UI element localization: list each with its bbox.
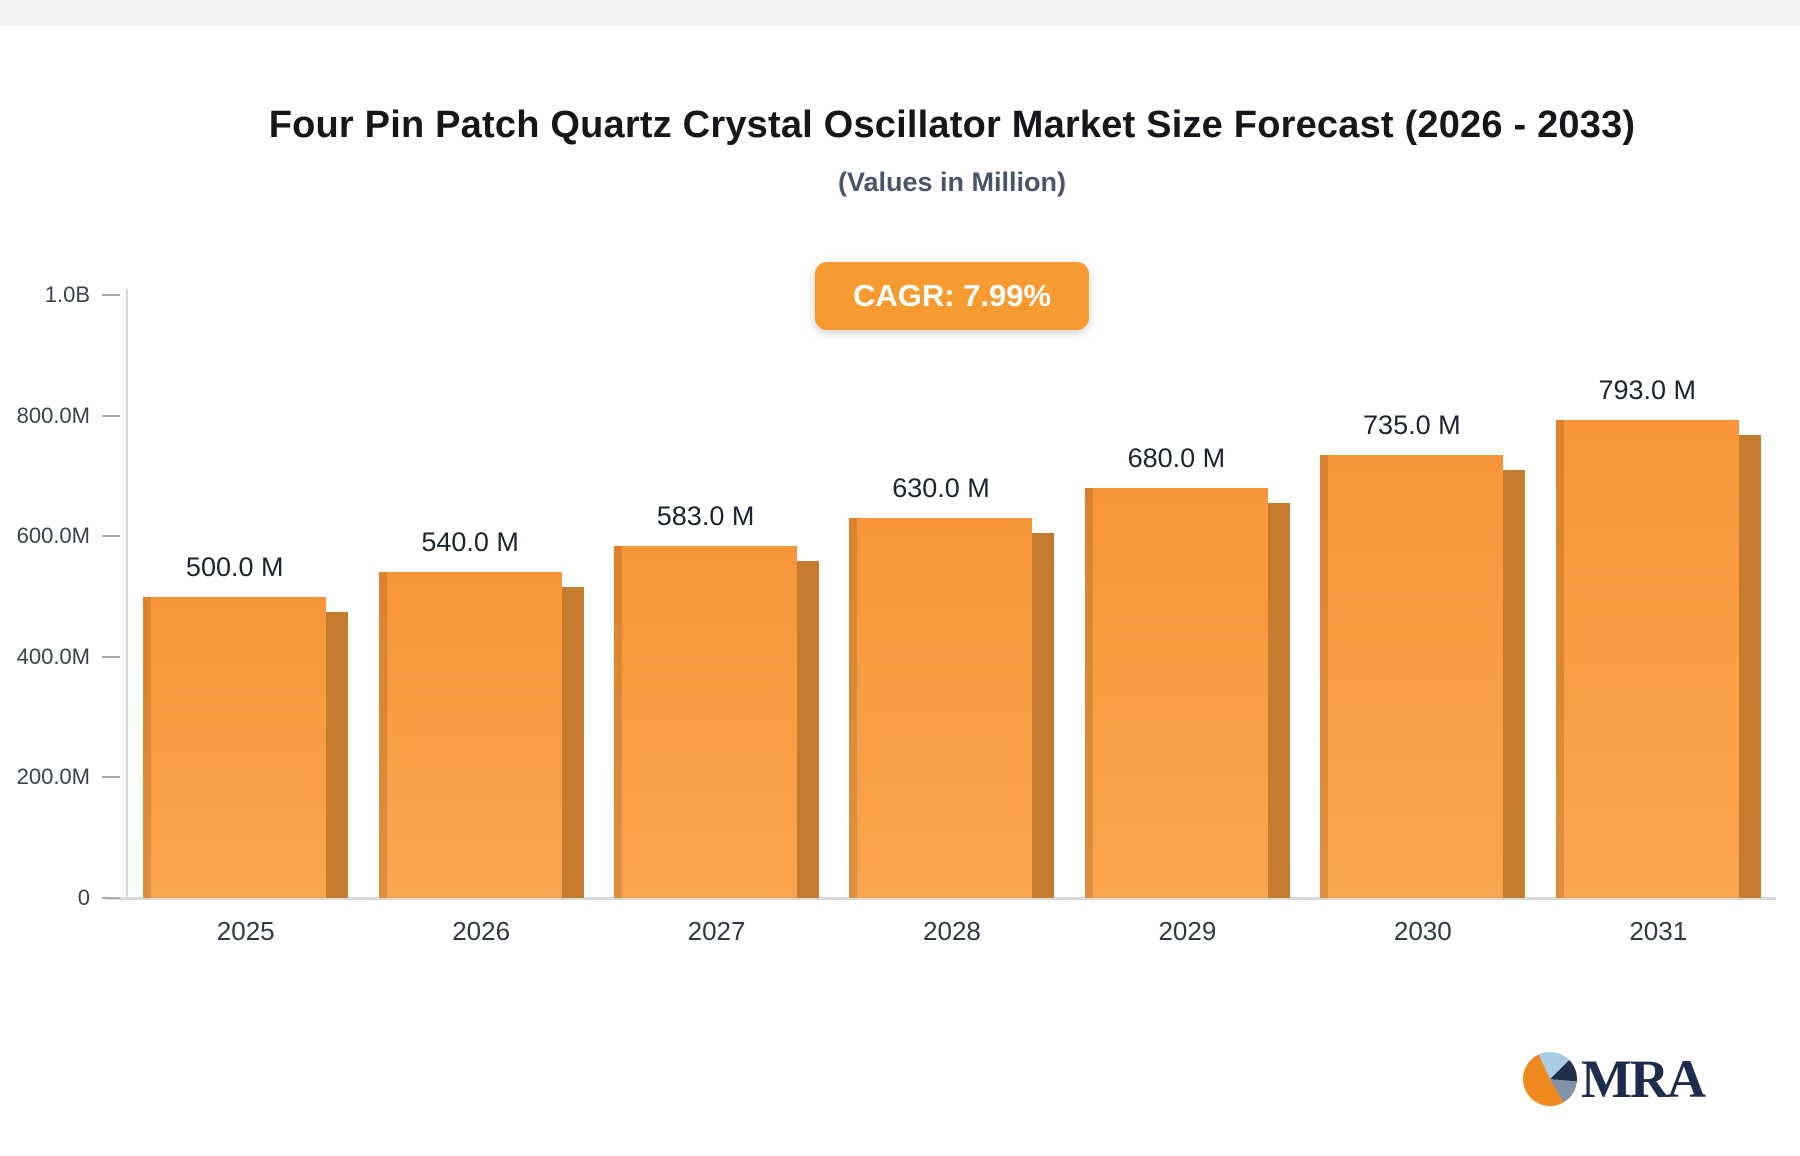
bar-group-2026: 540.0 M 2026 bbox=[363, 295, 598, 946]
y-axis-tick-label: 1.0B bbox=[44, 282, 90, 307]
bar-side-face bbox=[1738, 434, 1761, 898]
bar-side-face bbox=[561, 587, 584, 898]
bars-container: 500.0 M 2025 540.0 M 2026 583.0 M 2027 630.0 M… bbox=[128, 295, 1776, 946]
bar-value-label: 793.0 M bbox=[1598, 374, 1697, 405]
bar-value-label: 500.0 M bbox=[185, 551, 284, 582]
x-axis-category-label: 2031 bbox=[1629, 916, 1688, 946]
y-axis-tick bbox=[102, 897, 120, 899]
x-axis-category-label: 2030 bbox=[1393, 916, 1452, 946]
bar-group-2025: 500.0 M 2025 bbox=[128, 295, 363, 946]
bar-chart: 500.0 M 2025 540.0 M 2026 583.0 M 2027 630.0 M… bbox=[17, 282, 1776, 946]
y-axis-tick-label: 800.0M bbox=[16, 402, 90, 428]
bar-value-label: 583.0 M bbox=[656, 501, 755, 532]
logo-text: MRA bbox=[1581, 1049, 1706, 1109]
x-axis-category-label: 2028 bbox=[923, 916, 981, 946]
bar-side-face bbox=[1032, 533, 1055, 898]
x-axis-category-label: 2029 bbox=[1158, 916, 1217, 946]
bar-2026: 540.0 M bbox=[378, 527, 584, 898]
bar-side-face bbox=[326, 611, 349, 898]
mra-logo: MRA bbox=[1523, 1048, 1706, 1110]
bar-value-label: 630.0 M bbox=[892, 473, 990, 504]
y-axis-tick-label: 200.0M bbox=[16, 764, 90, 790]
bar-2025: 500.0 M bbox=[143, 552, 349, 898]
bar-group-2031: 793.0 M 2031 bbox=[1541, 295, 1776, 946]
bar-side-face bbox=[797, 561, 820, 898]
y-axis-tick bbox=[102, 294, 120, 296]
bar-group-2029: 680.0 M 2029 bbox=[1070, 295, 1305, 946]
bar-front-face bbox=[1555, 419, 1739, 899]
bar-front-face bbox=[378, 572, 562, 898]
bar-group-2027: 583.0 M 2027 bbox=[599, 295, 834, 946]
chart-subtitle: (Values in Million) bbox=[837, 167, 1067, 197]
bar-2027: 583.0 M bbox=[614, 501, 820, 898]
x-axis-line bbox=[106, 897, 1776, 900]
y-axis-tick bbox=[102, 535, 120, 538]
bar-front-face bbox=[143, 596, 327, 898]
x-axis-category-label: 2027 bbox=[687, 916, 746, 946]
bar-value-label: 680.0 M bbox=[1127, 442, 1226, 473]
bar-value-label: 540.0 M bbox=[421, 527, 519, 558]
y-axis-tick-label: 600.0M bbox=[16, 523, 90, 549]
bar-front-face bbox=[1084, 487, 1268, 899]
top-strip bbox=[0, 0, 1800, 26]
bar-2029: 680.0 M bbox=[1084, 443, 1290, 899]
x-axis-category-label: 2025 bbox=[216, 916, 275, 946]
y-axis-tick bbox=[102, 776, 120, 779]
chart-title: Four Pin Patch Quartz Crystal Oscillator… bbox=[268, 104, 1636, 146]
bar-front-face bbox=[614, 546, 798, 898]
bar-front-face bbox=[1320, 454, 1504, 899]
y-axis-tick bbox=[102, 414, 120, 417]
bar-group-2030: 735.0 M 2030 bbox=[1305, 295, 1540, 946]
bar-side-face bbox=[1267, 502, 1290, 898]
y-axis-tick-label: 0 bbox=[77, 885, 90, 910]
chart-header: Four Pin Patch Quartz Crystal Oscillator… bbox=[128, 104, 1776, 198]
bar-2028: 630.0 M bbox=[849, 473, 1055, 898]
y-axis-line bbox=[126, 289, 128, 898]
bar-2030: 735.0 M bbox=[1320, 410, 1526, 899]
cagr-badge: CAGR: 7.99% bbox=[814, 262, 1090, 330]
y-axis-tick-label: 400.0M bbox=[16, 643, 90, 669]
x-axis-category-label: 2026 bbox=[452, 916, 511, 946]
bar-value-label: 735.0 M bbox=[1363, 409, 1461, 440]
bar-2031: 793.0 M bbox=[1555, 375, 1761, 899]
bar-side-face bbox=[1503, 469, 1526, 898]
bar-front-face bbox=[849, 518, 1033, 898]
bar-group-2028: 630.0 M 2028 bbox=[834, 295, 1069, 946]
pie-chart-logo-icon bbox=[1523, 1052, 1578, 1106]
y-axis-tick bbox=[102, 655, 120, 658]
